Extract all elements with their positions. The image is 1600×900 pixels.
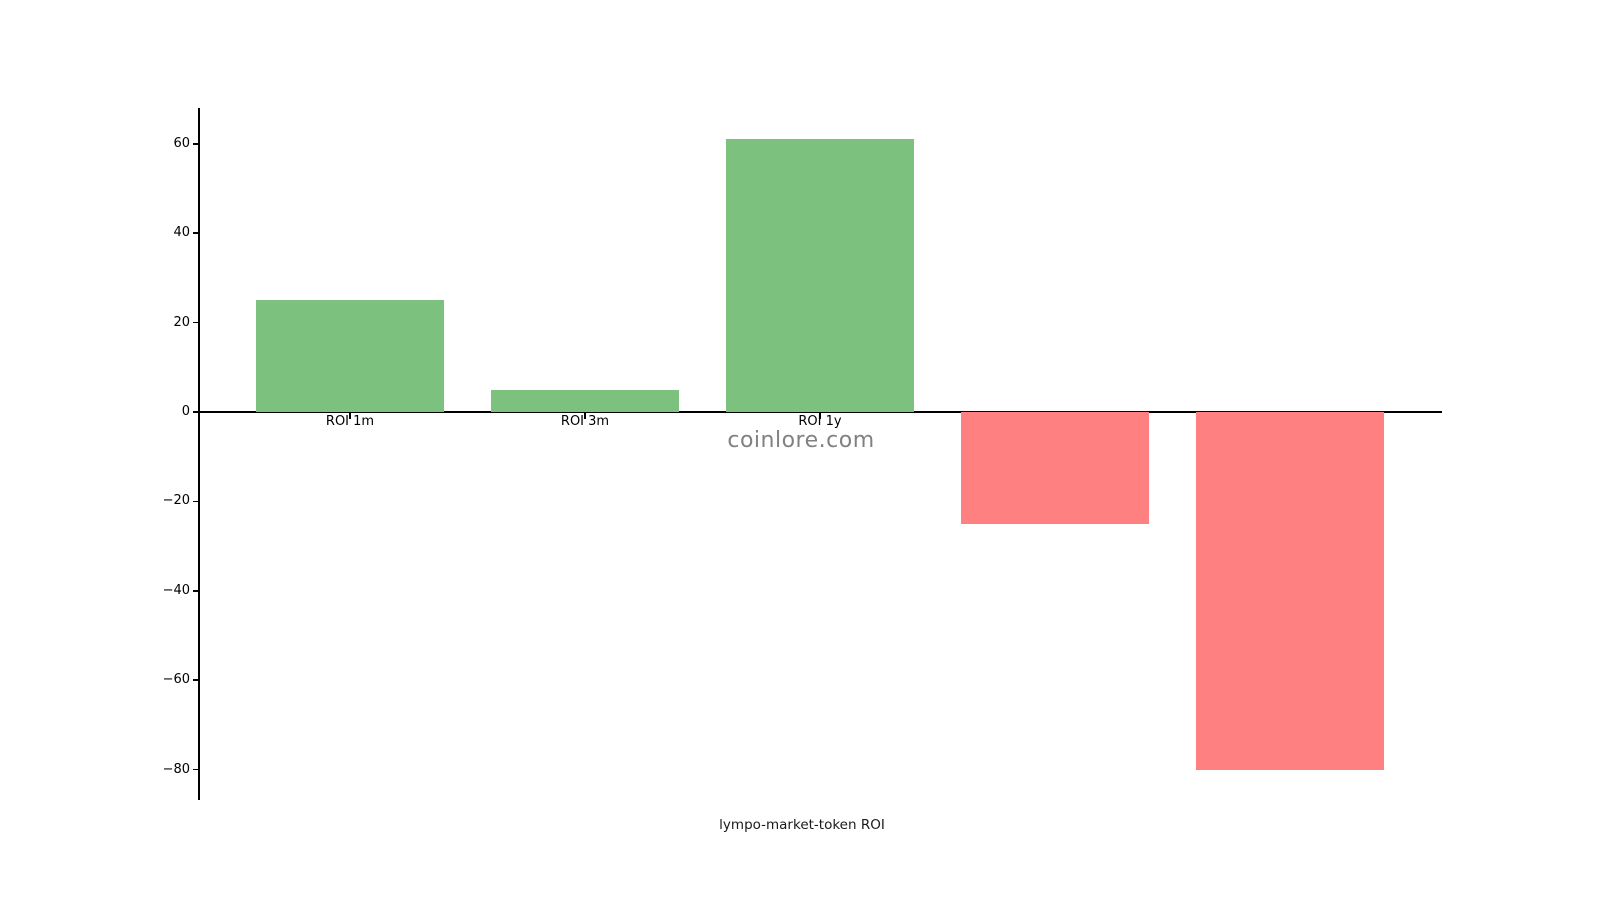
x-tick-label: ROI 1m <box>325 414 375 429</box>
y-tick <box>193 321 198 324</box>
y-tick-label: 60 <box>173 135 190 151</box>
chart-bar <box>491 389 679 412</box>
y-tick-label: 40 <box>173 225 190 241</box>
watermark-text: coinlore.com <box>727 428 875 453</box>
x-tick-label: ROI 3m <box>560 414 610 429</box>
chart-bar <box>726 139 914 412</box>
y-tick-label: −20 <box>162 493 190 509</box>
x-tick <box>349 412 351 419</box>
y-tick <box>193 679 198 681</box>
chart-title: lympo-market-token ROI <box>719 817 885 833</box>
chart-bar <box>256 300 444 412</box>
chart-bar <box>961 412 1149 524</box>
y-tick <box>193 590 198 592</box>
y-tick-label: −40 <box>162 582 190 598</box>
x-tick <box>819 412 821 419</box>
y-tick <box>193 411 198 413</box>
chart-bar <box>1196 412 1384 770</box>
y-tick-label: −60 <box>162 672 190 688</box>
x-tick <box>584 412 586 419</box>
y-tick <box>193 143 198 145</box>
y-tick-label: 0 <box>181 404 190 419</box>
y-tick-label: 20 <box>173 314 190 330</box>
y-tick-label: −80 <box>162 761 190 777</box>
x-tick-label: ROI 1y <box>798 414 842 429</box>
y-tick <box>193 232 198 234</box>
y-axis-spine <box>198 108 200 800</box>
y-tick <box>193 768 198 771</box>
y-tick <box>193 500 198 503</box>
